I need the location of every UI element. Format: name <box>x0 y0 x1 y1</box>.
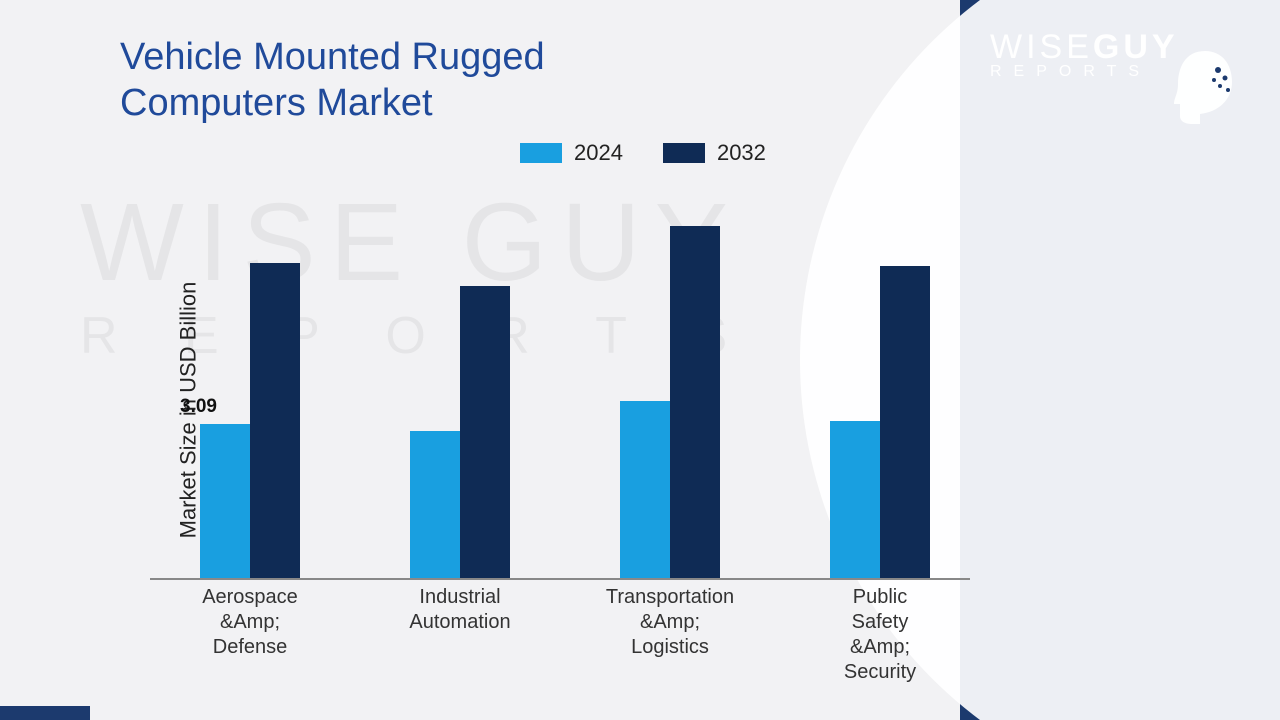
bar-group <box>395 286 525 579</box>
x-axis-label: Aerospace&Amp;Defense <box>165 585 335 660</box>
logo-text-1a: WISE <box>990 28 1093 66</box>
x-axis-label: IndustrialAutomation <box>375 585 545 635</box>
legend-item-2032: 2032 <box>663 140 766 166</box>
bar-2032 <box>250 263 300 578</box>
legend-swatch-2032 <box>663 143 705 163</box>
bar-2024 <box>410 431 460 579</box>
chart-title: Vehicle Mounted Rugged Computers Market <box>120 35 720 126</box>
head-icon <box>1170 46 1240 126</box>
legend-item-2024: 2024 <box>520 140 623 166</box>
bar-2024 <box>830 421 880 579</box>
bar-2032 <box>670 226 720 579</box>
chart-legend: 2024 2032 <box>520 140 766 166</box>
bottom-accent-bar <box>0 706 90 720</box>
plot-area: 3.09 <box>150 180 970 580</box>
x-axis-label: PublicSafety&Amp;Security <box>795 585 965 685</box>
bar-chart: Market Size in USD Billion 2024 2032 3.0… <box>60 140 980 680</box>
bar-2032 <box>880 266 930 579</box>
legend-swatch-2024 <box>520 143 562 163</box>
legend-label-2032: 2032 <box>717 140 766 166</box>
page-root: WISEGUY REPORTS Vehicle Mounted Rugged C… <box>0 0 1280 720</box>
bar-2024 <box>620 401 670 579</box>
legend-label-2024: 2024 <box>574 140 623 166</box>
brand-logo: WISEGUY REPORTS <box>990 28 1250 81</box>
x-axis-labels: Aerospace&Amp;Defense IndustrialAutomatio… <box>150 585 970 685</box>
bar-value-label: 3.09 <box>180 396 217 418</box>
bar-2032 <box>460 286 510 579</box>
bar-group <box>605 226 735 579</box>
x-axis-label: Transportation&Amp;Logistics <box>585 585 755 660</box>
bar-group: 3.09 <box>185 263 315 578</box>
bar-2024 <box>200 424 250 579</box>
bar-group <box>815 266 945 579</box>
logo-text-1b: GUY <box>1093 28 1179 66</box>
